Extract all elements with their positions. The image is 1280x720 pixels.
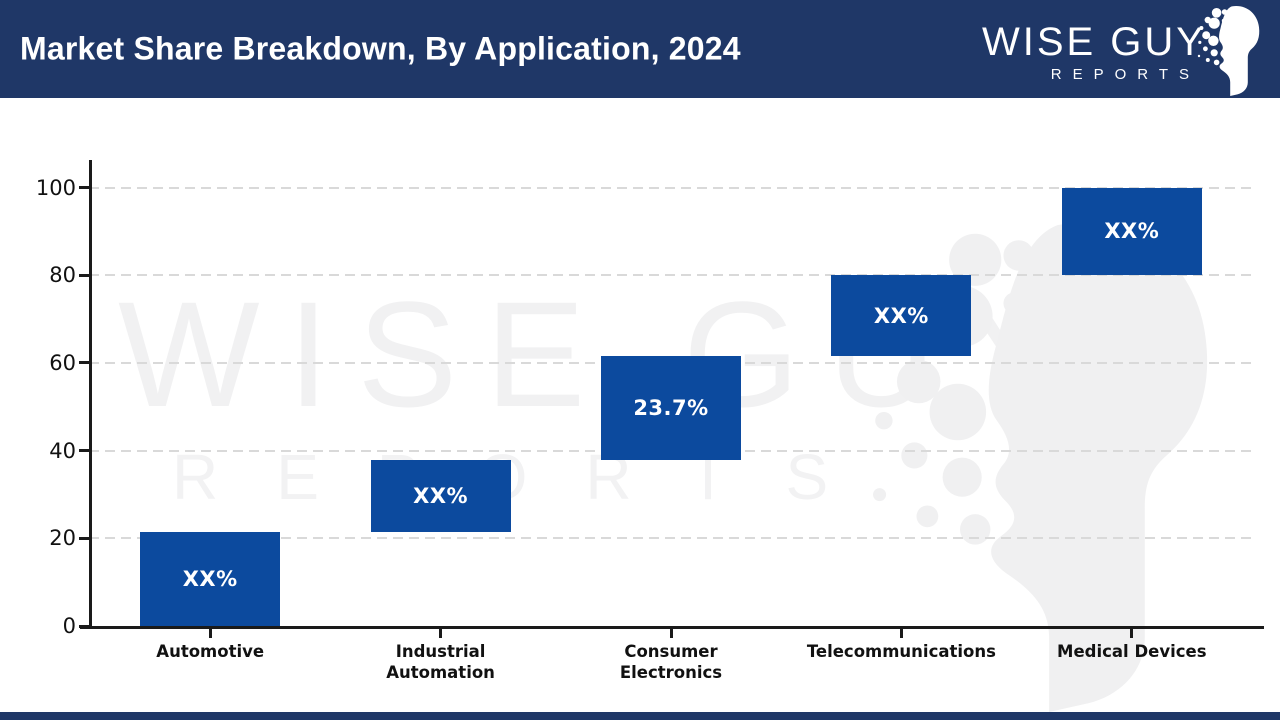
- x-axis-category-line: Medical Devices: [1057, 642, 1207, 661]
- x-axis-category-line: Automation: [386, 663, 495, 682]
- brand-face-icon: [1197, 6, 1260, 96]
- waterfall-bar: XX%: [1061, 187, 1202, 276]
- header: Market Share Breakdown, By Application, …: [0, 0, 1280, 98]
- page-title: Market Share Breakdown, By Application, …: [20, 30, 741, 67]
- y-axis-tick-label: 80: [49, 263, 76, 288]
- waterfall-bar: XX%: [140, 531, 281, 626]
- gridline: [89, 537, 1256, 540]
- bar-value-label: 23.7%: [633, 396, 709, 421]
- x-axis-tick: [208, 629, 212, 638]
- x-axis-category-line: Automotive: [156, 642, 265, 661]
- gridline: [89, 186, 1256, 189]
- x-axis-category-label: Medical Devices: [1017, 641, 1247, 662]
- gridline: [89, 274, 1256, 277]
- x-axis-tick: [899, 629, 903, 638]
- brand-logo: WISE GUY REPORTS: [981, 0, 1274, 98]
- y-axis-tick: [79, 186, 89, 189]
- y-axis-tick: [79, 273, 89, 277]
- x-axis-tick: [1130, 629, 1134, 638]
- bar-value-label: XX%: [873, 303, 929, 328]
- brand-wordmark: WISE GUY: [981, 20, 1206, 64]
- bar-value-label: XX%: [1104, 219, 1160, 244]
- waterfall-bar: XX%: [831, 275, 972, 357]
- y-axis-tick-label: 20: [49, 526, 76, 551]
- x-axis-category-line: Consumer: [624, 642, 718, 661]
- x-axis-category-label: Telecommunications: [786, 641, 1016, 662]
- x-axis-category-label: Consumer Electronics: [556, 641, 786, 683]
- y-axis-tick: [79, 449, 89, 453]
- y-axis-tick: [79, 536, 89, 540]
- x-axis-category-line: Industrial: [395, 642, 486, 661]
- bar-value-label: XX%: [413, 483, 469, 508]
- y-axis-tick-label: 100: [35, 175, 76, 200]
- waterfall-bar: XX%: [370, 460, 511, 532]
- footer-bar: [0, 712, 1280, 720]
- y-axis-tick-label: 40: [49, 438, 76, 463]
- x-axis-line: [80, 626, 1264, 629]
- brand-subtext: REPORTS: [1050, 66, 1200, 83]
- waterfall-bar: 23.7%: [601, 356, 741, 461]
- bar-value-label: XX%: [182, 566, 238, 591]
- y-axis-tick: [79, 361, 89, 365]
- x-axis-category-line: Electronics: [619, 663, 723, 682]
- y-axis-tick-label: 0: [62, 614, 76, 638]
- x-axis-tick: [439, 629, 443, 638]
- x-axis-category-label: Automotive: [95, 641, 325, 662]
- x-axis-tick: [669, 629, 673, 638]
- y-axis-tick-label: 60: [49, 350, 76, 375]
- x-axis-category-line: Telecommunications: [806, 642, 996, 661]
- y-axis-line: [89, 160, 92, 629]
- x-axis-category-label: Industrial Automation: [326, 641, 556, 683]
